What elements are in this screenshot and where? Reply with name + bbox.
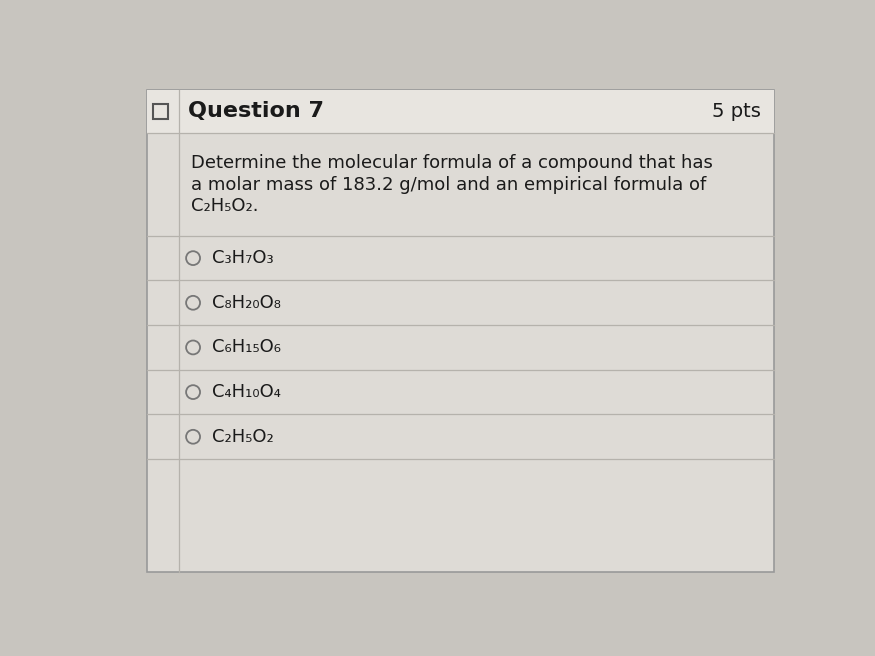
Text: 5 pts: 5 pts [711,102,760,121]
Text: C₈H₂₀O₈: C₈H₂₀O₈ [212,294,281,312]
Text: Determine the molecular formula of a compound that has: Determine the molecular formula of a com… [191,154,712,172]
Text: C₂H₅O₂.: C₂H₅O₂. [191,197,258,215]
Bar [153,104,168,119]
Text: C₃H₇O₃: C₃H₇O₃ [212,249,273,267]
Text: C₆H₁₅O₆: C₆H₁₅O₆ [212,338,281,356]
Bar [147,91,774,133]
Text: Question 7: Question 7 [188,102,325,121]
Text: C₄H₁₀O₄: C₄H₁₀O₄ [212,383,281,401]
Text: a molar mass of 183.2 g/mol and an empirical formula of: a molar mass of 183.2 g/mol and an empir… [191,176,706,194]
Text: C₂H₅O₂: C₂H₅O₂ [212,428,273,446]
